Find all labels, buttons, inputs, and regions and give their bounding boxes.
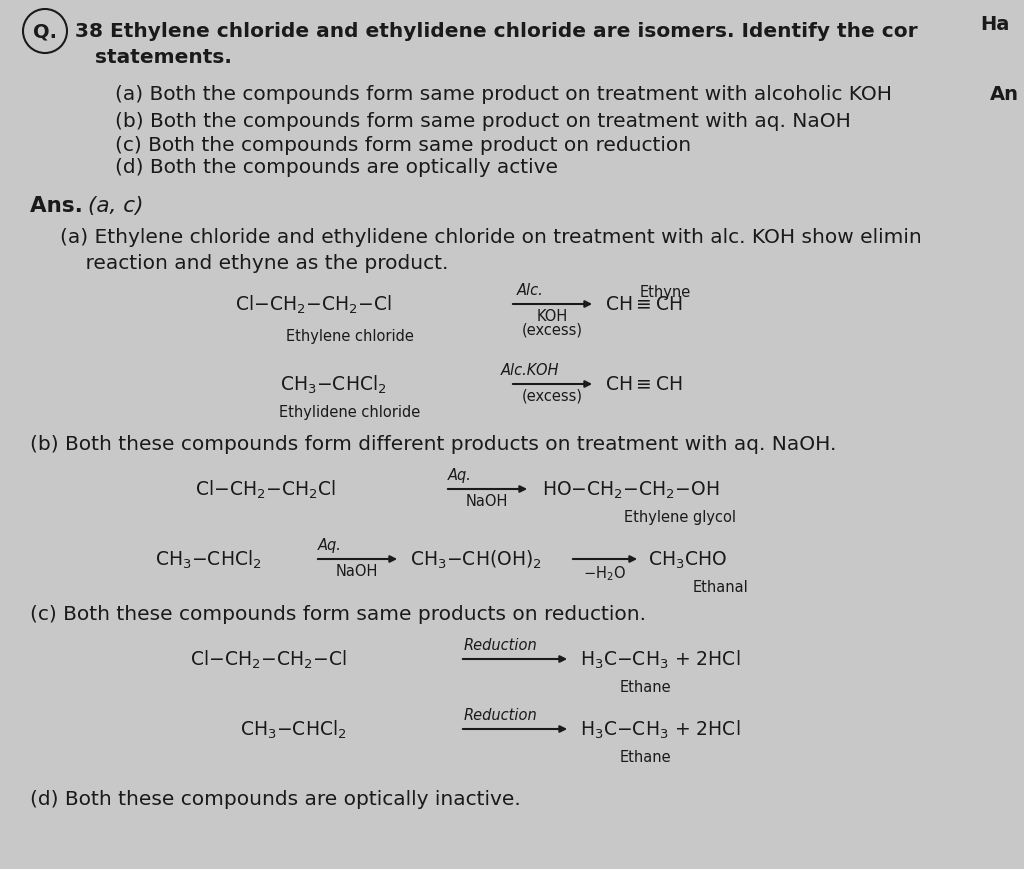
Text: (d) Both the compounds are optically active: (d) Both the compounds are optically act… [115,158,558,176]
Text: Cl$-$CH$_2$$-$CH$_2$Cl: Cl$-$CH$_2$$-$CH$_2$Cl [195,478,336,501]
Text: Ha: Ha [980,15,1010,34]
Text: Q.: Q. [33,23,57,42]
Text: Ethylidene chloride: Ethylidene chloride [280,405,421,420]
Text: Alc.KOH: Alc.KOH [501,362,559,377]
Text: (d) Both these compounds are optically inactive.: (d) Both these compounds are optically i… [30,789,521,808]
Text: Aq.: Aq. [449,468,472,482]
Text: Aq.: Aq. [318,537,342,553]
Text: Ethylene chloride: Ethylene chloride [286,328,414,343]
Text: CH$\equiv$CH: CH$\equiv$CH [605,375,683,394]
Text: KOH: KOH [537,308,567,323]
Text: (c) Both the compounds form same product on reduction: (c) Both the compounds form same product… [115,136,691,155]
Text: statements.: statements. [95,48,231,67]
Text: Ethane: Ethane [620,680,671,694]
Text: H$_3$C$-$CH$_3$ + 2HCl: H$_3$C$-$CH$_3$ + 2HCl [580,718,740,740]
Text: (excess): (excess) [521,322,583,338]
Text: (b) Both these compounds form different products on treatment with aq. NaOH.: (b) Both these compounds form different … [30,434,837,454]
Text: (a) Ethylene chloride and ethylidene chloride on treatment with alc. KOH show el: (a) Ethylene chloride and ethylidene chl… [60,228,922,247]
Text: Ethyne: Ethyne [639,285,690,300]
Text: H$_3$C$-$CH$_3$ + 2HCl: H$_3$C$-$CH$_3$ + 2HCl [580,648,740,670]
Text: Cl$-$CH$_2$$-$CH$_2$$-$Cl: Cl$-$CH$_2$$-$CH$_2$$-$Cl [190,648,346,670]
Text: reaction and ethyne as the product.: reaction and ethyne as the product. [60,254,449,273]
Text: $-$H$_2$O: $-$H$_2$O [584,563,627,582]
Text: (b) Both the compounds form same product on treatment with aq. NaOH: (b) Both the compounds form same product… [115,112,851,131]
Text: Ethanal: Ethanal [692,580,748,594]
Text: Cl$-$CH$_2$$-$CH$_2$$-$Cl: Cl$-$CH$_2$$-$CH$_2$$-$Cl [234,294,391,315]
Text: (a, c): (a, c) [88,196,143,216]
Text: (excess): (excess) [521,388,583,403]
Text: (a) Both the compounds form same product on treatment with alcoholic KOH: (a) Both the compounds form same product… [115,85,892,104]
Text: NaOH: NaOH [336,563,378,579]
Text: Ethylene glycol: Ethylene glycol [624,509,736,524]
Text: CH$_3$$-$CHCl$_2$: CH$_3$$-$CHCl$_2$ [240,718,347,740]
Text: CH$_3$CHO: CH$_3$CHO [648,548,727,570]
Text: CH$_3$$-$CH(OH)$_2$: CH$_3$$-$CH(OH)$_2$ [410,548,542,570]
Text: CH$\equiv$CH: CH$\equiv$CH [605,295,683,314]
Text: (c) Both these compounds form same products on reduction.: (c) Both these compounds form same produ… [30,604,646,623]
Text: Reduction: Reduction [463,637,537,653]
Text: CH$_3$$-$CHCl$_2$: CH$_3$$-$CHCl$_2$ [155,548,262,570]
Text: Reduction: Reduction [463,707,537,722]
Text: Ans.: Ans. [30,196,90,216]
Text: An: An [990,85,1019,104]
Text: CH$_3$$-$CHCl$_2$: CH$_3$$-$CHCl$_2$ [280,374,387,395]
Text: HO$-$CH$_2$$-$CH$_2$$-$OH: HO$-$CH$_2$$-$CH$_2$$-$OH [542,479,720,500]
Text: Alc.: Alc. [517,282,544,298]
Text: 38 Ethylene chloride and ethylidene chloride are isomers. Identify the cor: 38 Ethylene chloride and ethylidene chlo… [75,22,918,41]
Text: Ethane: Ethane [620,749,671,764]
Text: NaOH: NaOH [466,494,508,508]
